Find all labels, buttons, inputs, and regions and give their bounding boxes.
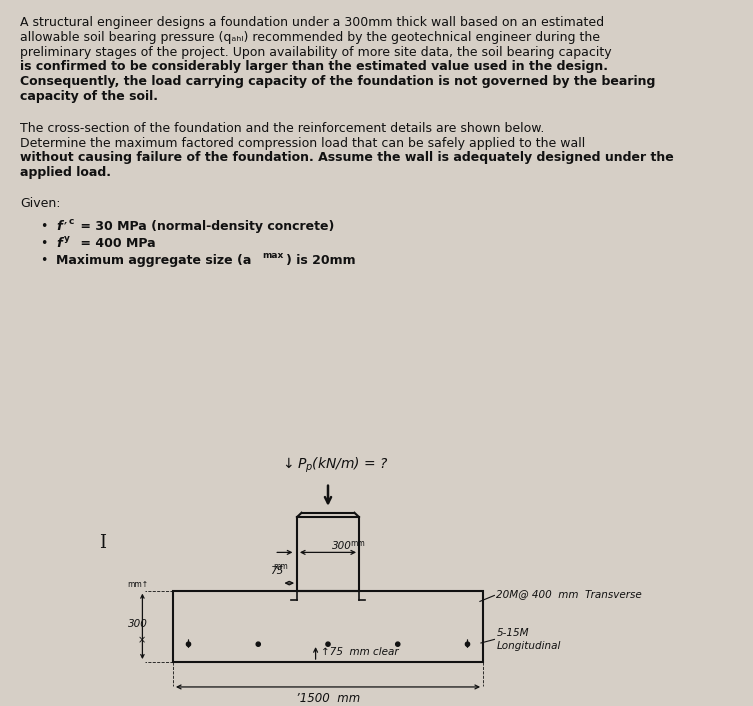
Text: allowable soil bearing pressure (qₐₕₗ) recommended by the geotechnical engineer : allowable soil bearing pressure (qₐₕₗ) r… bbox=[20, 31, 600, 44]
Text: ′: ′ bbox=[64, 221, 67, 234]
Text: A structural engineer designs a foundation under a 300mm thick wall based on an : A structural engineer designs a foundati… bbox=[20, 16, 604, 29]
Text: preliminary stages of the project. Upon availability of more site data, the soil: preliminary stages of the project. Upon … bbox=[20, 46, 611, 59]
Text: = 400 MPa: = 400 MPa bbox=[75, 237, 155, 250]
Circle shape bbox=[187, 642, 191, 646]
Text: 300: 300 bbox=[332, 541, 352, 551]
Text: without causing failure of the foundation. Assume the wall is adequately designe: without causing failure of the foundatio… bbox=[20, 151, 674, 164]
Text: •: • bbox=[40, 254, 47, 267]
Text: The cross-section of the foundation and the reinforcement details are shown belo: The cross-section of the foundation and … bbox=[20, 122, 544, 135]
Text: mm↑: mm↑ bbox=[127, 580, 148, 589]
Text: 20M@ 400  mm  Transverse: 20M@ 400 mm Transverse bbox=[496, 590, 642, 599]
Circle shape bbox=[395, 642, 400, 646]
Text: ×: × bbox=[137, 635, 145, 645]
Text: mm: mm bbox=[350, 539, 364, 548]
Text: 75: 75 bbox=[270, 566, 283, 576]
Text: ) is 20mm: ) is 20mm bbox=[286, 254, 355, 267]
Text: 300: 300 bbox=[129, 619, 148, 629]
Text: capacity of the soil.: capacity of the soil. bbox=[20, 90, 158, 103]
Text: f: f bbox=[56, 220, 62, 233]
Text: applied load.: applied load. bbox=[20, 166, 111, 179]
Text: y: y bbox=[64, 234, 70, 244]
Text: •: • bbox=[40, 237, 47, 250]
Text: ’1500  mm: ’1500 mm bbox=[296, 693, 360, 705]
Text: Determine the maximum factored compression load that can be safely applied to th: Determine the maximum factored compressi… bbox=[20, 136, 585, 150]
Text: max: max bbox=[262, 251, 283, 261]
Text: I: I bbox=[99, 534, 106, 552]
Circle shape bbox=[256, 642, 261, 646]
Text: mm: mm bbox=[273, 562, 288, 571]
Text: Maximum aggregate size (a: Maximum aggregate size (a bbox=[56, 254, 252, 267]
Text: is confirmed to be considerably larger than the estimated value used in the desi: is confirmed to be considerably larger t… bbox=[20, 61, 608, 73]
Text: c: c bbox=[69, 217, 74, 227]
Circle shape bbox=[326, 642, 330, 646]
Text: ↑75  mm clear: ↑75 mm clear bbox=[321, 647, 398, 657]
Text: Given:: Given: bbox=[20, 197, 60, 210]
Text: = 30 MPa (normal-density concrete): = 30 MPa (normal-density concrete) bbox=[75, 220, 334, 233]
Text: $\downarrow$$P_p$(kN/m) = ?: $\downarrow$$P_p$(kN/m) = ? bbox=[280, 455, 389, 474]
Text: Consequently, the load carrying capacity of the foundation is not governed by th: Consequently, the load carrying capacity… bbox=[20, 76, 655, 88]
Circle shape bbox=[465, 642, 470, 646]
Text: •: • bbox=[40, 220, 47, 233]
Text: 5-15M
Longitudinal: 5-15M Longitudinal bbox=[496, 628, 561, 651]
Text: f: f bbox=[56, 237, 62, 250]
